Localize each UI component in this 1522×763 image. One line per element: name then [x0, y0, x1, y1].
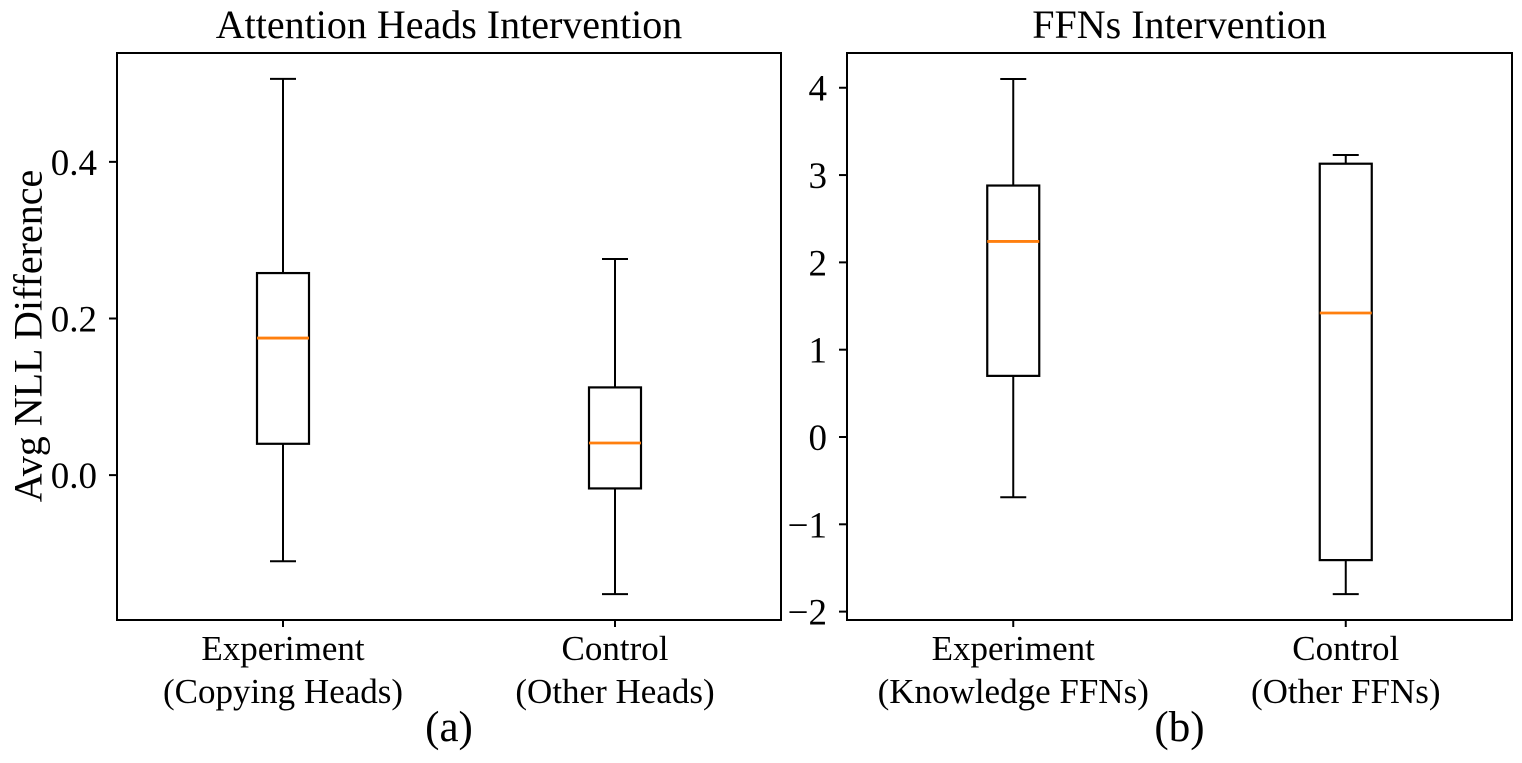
panel-a-caption: (a) [425, 704, 473, 751]
x-category-label: (Other FFNs) [1251, 672, 1441, 711]
y-tick-label: 0 [809, 418, 828, 459]
panel-b: 4 3 2 1 0 −1 −2 Experiment (Knowledge FFNs) Contr… [788, 52, 1513, 711]
y-tick-label: −2 [788, 593, 827, 634]
x-category-label: Experiment [201, 629, 365, 668]
panel-a-title: Attention Heads Intervention [215, 2, 683, 47]
panel-b-title: FFNs Intervention [1032, 2, 1327, 47]
x-category-label: Experiment [932, 629, 1096, 668]
axes-frame [846, 52, 1513, 621]
panel-a: 0.0 0.2 0.4 Experiment (Copying Heads) Contro… [51, 52, 782, 711]
x-category-label: (Copying Heads) [163, 672, 403, 711]
x-category-label: Control [1292, 629, 1399, 668]
y-tick-label: 0.4 [51, 143, 97, 184]
iqr-box [1318, 162, 1373, 562]
x-category-label: (Other Heads) [515, 672, 714, 711]
iqr-box [986, 184, 1041, 377]
y-tick-label: −1 [788, 505, 827, 546]
box-group-experiment: Experiment (Knowledge FFNs) [878, 78, 1149, 711]
iqr-box [587, 386, 643, 490]
iqr-box [255, 271, 311, 445]
y-tick-label: 1 [809, 331, 828, 372]
x-category-label: Control [562, 629, 669, 668]
y-tick-label: 2 [809, 243, 828, 284]
y-tick-label: 0.0 [51, 456, 97, 497]
axes-frame [116, 52, 782, 621]
y-tick-label: 3 [809, 156, 828, 197]
box-group-control: Control (Other FFNs) [1251, 153, 1441, 711]
y-tick-label: 4 [809, 69, 828, 110]
box-group-control: Control (Other Heads) [515, 257, 715, 711]
box-group-experiment: Experiment (Copying Heads) [163, 77, 403, 711]
panel-b-caption: (b) [1154, 704, 1205, 751]
y-tick-label: 0.2 [51, 299, 97, 340]
x-category-label: (Knowledge FFNs) [878, 672, 1149, 711]
